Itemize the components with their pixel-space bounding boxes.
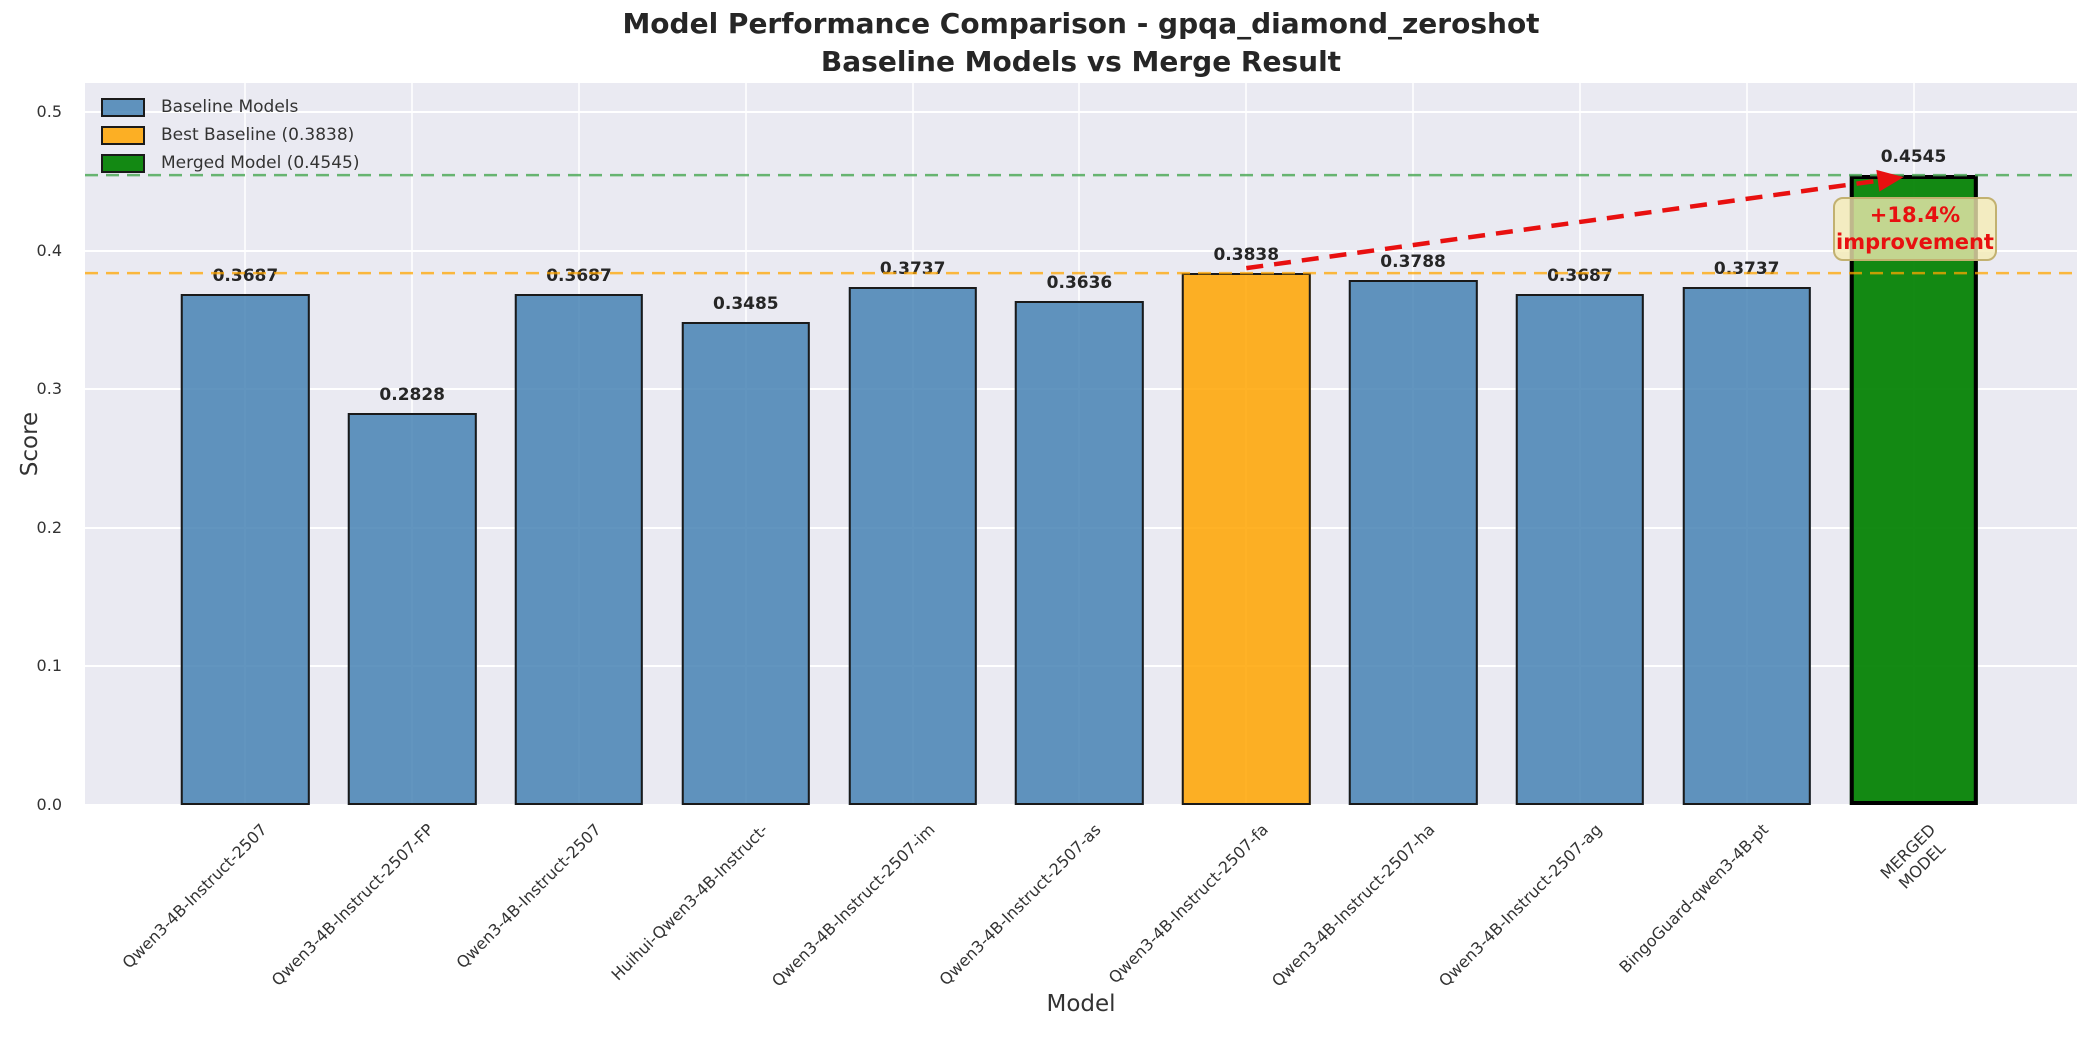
chart-title: Model Performance Comparison - gpqa_diam… [85, 5, 2077, 81]
x-axis-label: Model [1046, 991, 1116, 1017]
bar-slot: 0.3687 [162, 83, 329, 805]
legend-swatch-best [101, 125, 145, 145]
legend-item: Best Baseline (0.3838) [101, 125, 359, 145]
bar-baseline [348, 413, 477, 805]
chart-title-line1: Model Performance Comparison - gpqa_diam… [622, 7, 1540, 40]
improvement-annotation: +18.4% improvement [1833, 197, 1997, 261]
bar-baseline [1682, 287, 1811, 805]
bar-value-label: 0.3485 [713, 294, 779, 315]
bar-slot: 0.3687 [496, 83, 663, 805]
legend-swatch-merged [101, 153, 145, 173]
x-tick-label: Qwen3-4B-Instruct-2507-ag [1434, 820, 1606, 991]
bar-value-label: 0.3838 [1213, 245, 1280, 266]
y-tick-label: 0.1 [36, 656, 62, 676]
legend-label: Merged Model (0.4545) [161, 153, 360, 173]
bar-slot: 0.3687 [1497, 83, 1664, 805]
bar-baseline [1348, 280, 1478, 805]
x-tick-label: BingoGuard-qwen3-4B-pt [1615, 820, 1773, 977]
y-gridline [85, 249, 2077, 252]
bar-baseline [848, 287, 977, 805]
bar-slot: 0.3838 [1163, 83, 1330, 805]
reference-lines-and-arrow-overlay [85, 169, 2077, 275]
bar-value-label: 0.4545 [1880, 147, 1947, 168]
bar-value-label: 0.3687 [1547, 266, 1613, 287]
y-tick-label: 0.3 [36, 379, 62, 399]
bar-value-label: 0.3687 [212, 266, 279, 287]
x-tick-label: MERGED MODEL [1876, 820, 1949, 893]
legend-item: Merged Model (0.4545) [101, 153, 359, 173]
bar-value-label: 0.3687 [546, 266, 612, 287]
bar-merged [1849, 175, 1978, 805]
y-tick-label: 0.4 [36, 240, 62, 260]
bar-slot: 0.3636 [996, 83, 1163, 805]
x-tick-label: Qwen3-4B-Instruct-2507 [452, 820, 605, 973]
legend-swatch-baseline [101, 97, 145, 117]
bar-slot: 0.3788 [1330, 83, 1497, 805]
bar-slot: 0.2828 [329, 83, 496, 805]
y-gridline [85, 804, 2077, 806]
bar-baseline [181, 294, 310, 805]
x-tick-label: Huihui-Qwen3-4B-Instruct- [607, 820, 772, 985]
bar-slot: 0.3737 [1663, 83, 1830, 805]
bar-value-label: 0.3636 [1046, 273, 1113, 294]
x-tick-label: Qwen3-4B-Instruct-2507-FP [268, 820, 438, 990]
legend: Baseline Models Best Baseline (0.3838) Mer… [101, 97, 359, 181]
improvement-annotation-line2: improvement [1836, 230, 1994, 254]
legend-items: Baseline Models Best Baseline (0.3838) Mer… [101, 97, 359, 173]
legend-label: Best Baseline (0.3838) [161, 125, 355, 145]
x-tick-label: Qwen3-4B-Instruct-2507 [118, 820, 271, 973]
x-axis-ticks: Qwen3-4B-Instruct-2507 Qwen3-4B-Instruct-… [85, 812, 2077, 992]
bar-slot: 0.3485 [662, 83, 829, 805]
bar-value-label: 0.3788 [1380, 252, 1446, 273]
y-tick-label: 0.0 [36, 795, 62, 814]
bar-baseline [1015, 301, 1144, 805]
legend-item: Baseline Models [101, 97, 359, 117]
bar-baseline [514, 294, 644, 805]
x-tick-label: Qwen3-4B-Instruct-2507-fa [1104, 820, 1272, 988]
chart-title-line2: Baseline Models vs Merge Result [820, 45, 1342, 78]
y-axis-ticks: 0.0 0.1 0.2 0.3 0.4 0.5 [0, 83, 70, 814]
y-tick-label: 0.5 [36, 102, 62, 122]
bar-baseline [1515, 294, 1645, 805]
y-gridline [85, 111, 2077, 114]
plot-area: 0.3687 0.2828 0.3687 0.3485 0.3737 0.3636 0.38… [85, 83, 2077, 806]
y-tick-label: 0.2 [36, 517, 62, 537]
x-tick-label: Qwen3-4B-Instruct-2507-ha [1268, 820, 1439, 991]
bar-baseline [681, 322, 811, 805]
x-tick-label: Qwen3-4B-Instruct-2507-as [935, 820, 1105, 990]
bars-container: 0.3687 0.2828 0.3687 0.3485 0.3737 0.3636 0.38… [85, 83, 2077, 805]
bar-slot: 0.3737 [829, 83, 996, 805]
legend-label: Baseline Models [161, 97, 299, 117]
bar-best [1182, 273, 1311, 805]
x-tick-label: Qwen3-4B-Instruct-2507-im [767, 820, 939, 991]
improvement-annotation-line1: +18.4% [1869, 203, 1961, 227]
bar-value-label: 0.2828 [379, 385, 446, 406]
bar-slot: 0.4545 [1830, 83, 1997, 805]
